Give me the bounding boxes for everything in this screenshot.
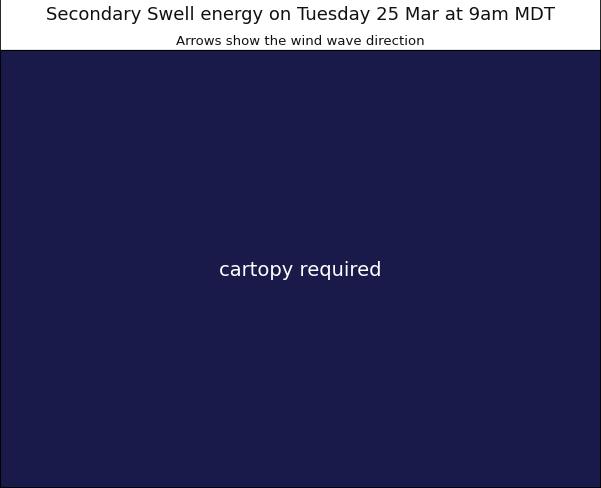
Text: Secondary Swell energy on Tuesday 25 Mar at 9am MDT: Secondary Swell energy on Tuesday 25 Mar… [46,6,555,24]
Text: cartopy required: cartopy required [219,260,382,279]
Text: Arrows show the wind wave direction: Arrows show the wind wave direction [176,35,425,47]
